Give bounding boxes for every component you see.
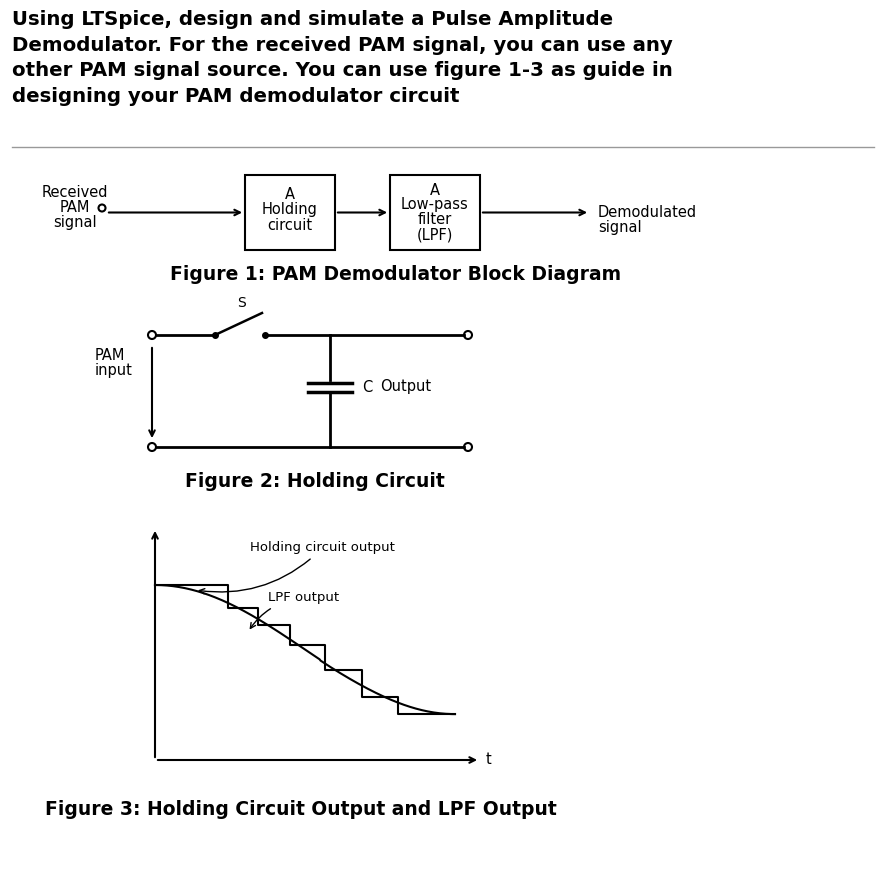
Text: Figure 2: Holding Circuit: Figure 2: Holding Circuit <box>185 472 445 491</box>
Text: input: input <box>95 363 133 378</box>
Text: Demodulated: Demodulated <box>598 205 697 220</box>
Text: signal: signal <box>598 220 641 235</box>
Text: filter: filter <box>418 212 452 227</box>
Text: PAM: PAM <box>95 348 126 363</box>
Text: Using LTSpice, design and simulate a Pulse Amplitude
Demodulator. For the receiv: Using LTSpice, design and simulate a Pul… <box>12 10 672 107</box>
Text: Low-pass: Low-pass <box>401 197 469 212</box>
Text: C: C <box>362 380 372 395</box>
Bar <box>390 175 480 250</box>
Text: PAM: PAM <box>60 200 90 215</box>
Text: Received: Received <box>42 185 108 200</box>
Text: Holding circuit output: Holding circuit output <box>199 542 395 594</box>
Bar <box>245 175 335 250</box>
Text: Figure 3: Holding Circuit Output and LPF Output: Figure 3: Holding Circuit Output and LPF… <box>45 800 556 819</box>
Text: A: A <box>430 183 440 198</box>
Text: Figure 1: PAM Demodulator Block Diagram: Figure 1: PAM Demodulator Block Diagram <box>170 265 621 284</box>
Text: Holding: Holding <box>262 202 318 217</box>
Text: (LPF): (LPF) <box>416 227 453 242</box>
Text: circuit: circuit <box>268 218 313 233</box>
Text: t: t <box>486 752 492 767</box>
Text: S: S <box>237 296 246 310</box>
Text: Output: Output <box>380 380 431 395</box>
Text: LPF output: LPF output <box>251 591 339 628</box>
Text: signal: signal <box>53 215 97 230</box>
Text: A: A <box>285 187 295 202</box>
